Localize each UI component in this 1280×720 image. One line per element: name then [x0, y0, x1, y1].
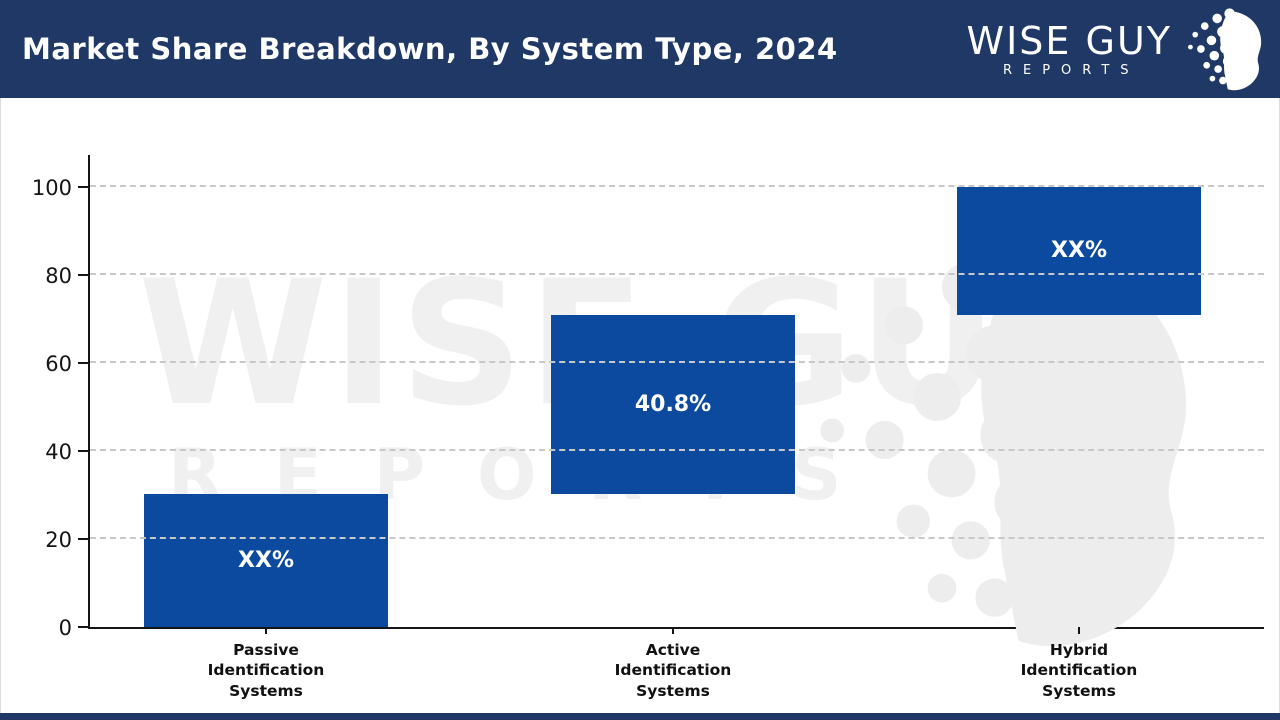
y-axis-tick	[78, 186, 88, 188]
chart-plot-area: 0 20 40 60 80 100 XX% Passive Identification Syst…	[32, 155, 1264, 700]
footer-brand-strip	[0, 713, 1280, 720]
brand-logo-text: WISE GUY REPORTS	[967, 22, 1172, 77]
x-axis-category-line: Identification	[1020, 661, 1138, 680]
x-axis-tick	[672, 627, 674, 634]
x-axis-category-line: Passive	[233, 641, 299, 659]
x-axis-category-line: Identification	[614, 661, 732, 680]
x-axis-category-label: Active Identification Systems	[533, 640, 813, 701]
y-axis-tick-label: 20	[45, 528, 72, 552]
x-axis-category-line: Systems	[1042, 681, 1116, 700]
bar-value-label: XX%	[1051, 238, 1107, 264]
gridline	[90, 273, 1264, 275]
x-axis-category-label: Hybrid Identification Systems	[939, 640, 1219, 701]
x-axis-category-line: Hybrid	[1049, 641, 1109, 659]
x-axis-category-line: Active	[645, 641, 701, 659]
y-axis-tick	[78, 626, 88, 628]
y-axis-tick	[78, 274, 88, 276]
y-axis-tick-label: 60	[45, 352, 72, 376]
gridline	[90, 449, 1264, 451]
x-axis-category-line: Systems	[636, 681, 710, 700]
y-axis-tick	[78, 538, 88, 540]
bar-value-label: 40.8%	[634, 391, 712, 417]
bar-value-label: XX%	[238, 548, 294, 574]
brand-name: WISE GUY	[966, 18, 1172, 63]
y-axis-tick-label: 40	[45, 440, 72, 464]
brand-subname: REPORTS	[1002, 62, 1140, 78]
x-axis-category-label: Passive Identification Systems	[126, 640, 406, 701]
brand-logo: WISE GUY REPORTS	[967, 6, 1264, 92]
y-axis-tick-label: 100	[31, 176, 72, 200]
dotted-head-icon	[1188, 8, 1262, 91]
gridline	[90, 361, 1264, 363]
x-axis-category-line: Identification	[207, 661, 325, 680]
x-axis-category-line: Systems	[229, 681, 303, 700]
bar-segment: XX%	[144, 494, 388, 627]
bar-segment: 40.8%	[551, 314, 795, 495]
y-axis-tick-label: 80	[45, 264, 72, 288]
gridline	[90, 537, 1264, 539]
gridline	[90, 185, 1264, 187]
x-axis-tick	[265, 627, 267, 634]
x-axis-tick	[1078, 627, 1080, 634]
y-axis-tick	[78, 450, 88, 452]
y-axis-tick-label: 0	[58, 616, 72, 640]
bar-segment: XX%	[957, 187, 1201, 315]
y-axis-tick	[78, 362, 88, 364]
header-bar: Market Share Breakdown, By System Type, …	[0, 0, 1280, 98]
page-title: Market Share Breakdown, By System Type, …	[22, 32, 838, 66]
